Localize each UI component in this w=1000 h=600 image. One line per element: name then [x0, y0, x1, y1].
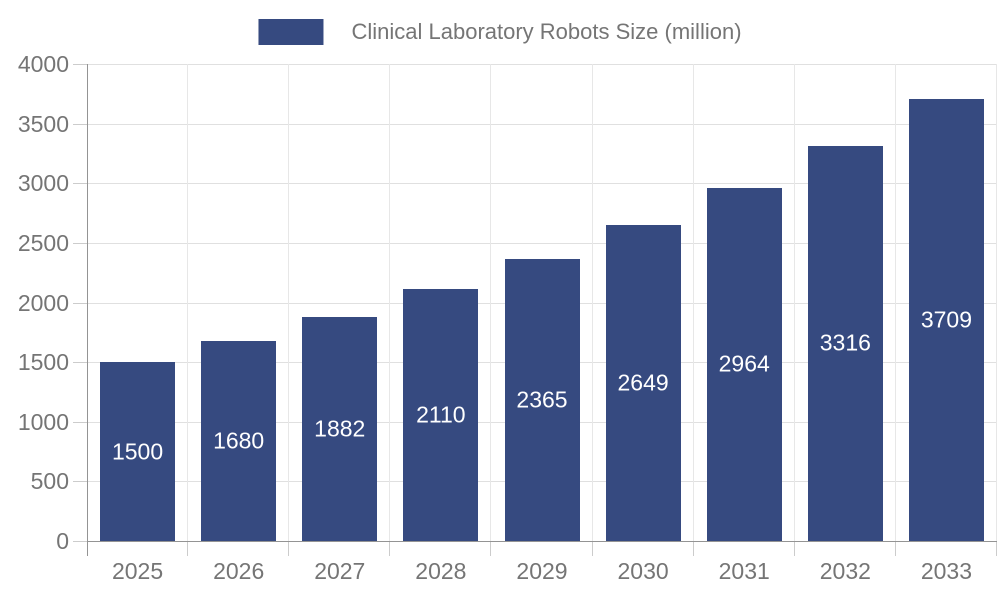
x-axis-tick [288, 541, 290, 556]
x-gridline [591, 64, 593, 541]
y-axis-line [87, 64, 88, 556]
x-axis-tick [591, 541, 593, 556]
y-gridline [87, 64, 997, 65]
x-gridline [187, 64, 189, 541]
y-axis-tick-label: 2500 [17, 229, 69, 256]
x-gridline [490, 64, 492, 541]
x-gridline [389, 64, 391, 541]
legend-swatch [258, 19, 324, 45]
bar-value-label: 3316 [819, 329, 871, 356]
x-axis-line [87, 541, 997, 542]
y-axis-tick [73, 242, 87, 244]
bar-value-label: 1680 [213, 427, 265, 454]
bar[interactable]: 1882 [302, 316, 378, 541]
y-axis-tick-label: 1000 [17, 408, 69, 435]
x-axis-category-label: 2027 [314, 558, 366, 584]
bar[interactable]: 2649 [605, 225, 681, 541]
x-gridline [793, 64, 795, 541]
bar-value-label: 2110 [416, 401, 466, 428]
bar-value-label: 2964 [718, 350, 770, 377]
y-axis-tick-label: 500 [30, 468, 69, 495]
y-gridline [87, 242, 997, 244]
legend-item[interactable]: Clinical Laboratory Robots Size (million… [258, 19, 742, 45]
bar[interactable]: 2365 [504, 258, 580, 541]
y-axis-tick [73, 302, 87, 304]
bar[interactable]: 1500 [100, 362, 176, 541]
x-axis-tick [187, 541, 189, 556]
legend-label: Clinical Laboratory Robots Size (million… [351, 19, 742, 44]
y-axis-tick [73, 481, 87, 483]
x-gridline [996, 64, 997, 541]
bar-value-label: 1882 [314, 415, 366, 442]
x-axis-tick [894, 541, 896, 556]
x-gridline [692, 64, 694, 541]
x-axis-category-label: 2026 [213, 558, 265, 584]
y-axis-tick [73, 64, 87, 65]
y-gridline [87, 123, 997, 125]
x-axis-category-label: 2030 [617, 558, 669, 584]
y-axis-tick [73, 541, 87, 542]
y-axis-tick-label: 1500 [17, 349, 69, 376]
y-axis-tick-label: 2000 [17, 289, 69, 316]
x-axis-tick [793, 541, 795, 556]
x-axis-category-label: 2032 [819, 558, 871, 584]
x-axis-tick [490, 541, 492, 556]
x-gridline [894, 64, 896, 541]
y-axis-tick-label: 3000 [17, 170, 69, 197]
plot-area: 0 500 1000 1500 2000 2500 3000 3500 4000 1500 2025… [18, 51, 997, 584]
y-axis-tick-label: 3500 [17, 110, 69, 137]
x-axis-category-label: 2031 [718, 558, 770, 584]
y-axis-tick [73, 421, 87, 423]
y-axis-tick [73, 362, 87, 364]
x-axis-tick [389, 541, 391, 556]
bar[interactable]: 1680 [201, 340, 277, 541]
y-gridline [87, 183, 997, 185]
x-axis-category-label: 2029 [516, 558, 568, 584]
x-axis-category-label: 2033 [920, 558, 973, 584]
bar[interactable]: 3709 [908, 98, 984, 541]
x-axis-tick [996, 541, 997, 556]
bar[interactable]: 2110 [403, 289, 479, 541]
x-gridline [288, 64, 290, 541]
bar-value-label: 2649 [617, 369, 669, 396]
y-axis-tick [73, 183, 87, 185]
bar-value-label: 1500 [111, 438, 164, 465]
bar[interactable]: 3316 [807, 145, 883, 541]
y-axis-tick-label: 4000 [17, 51, 69, 77]
y-axis-tick [73, 123, 87, 125]
bar-value-label: 3709 [920, 306, 973, 333]
bar[interactable]: 2964 [706, 187, 782, 541]
y-axis-tick-label: 0 [56, 528, 69, 554]
x-axis-category-label: 2025 [111, 558, 164, 584]
x-axis-category-label: 2028 [415, 558, 467, 584]
bar-value-label: 2365 [516, 386, 568, 413]
x-axis-tick [692, 541, 694, 556]
